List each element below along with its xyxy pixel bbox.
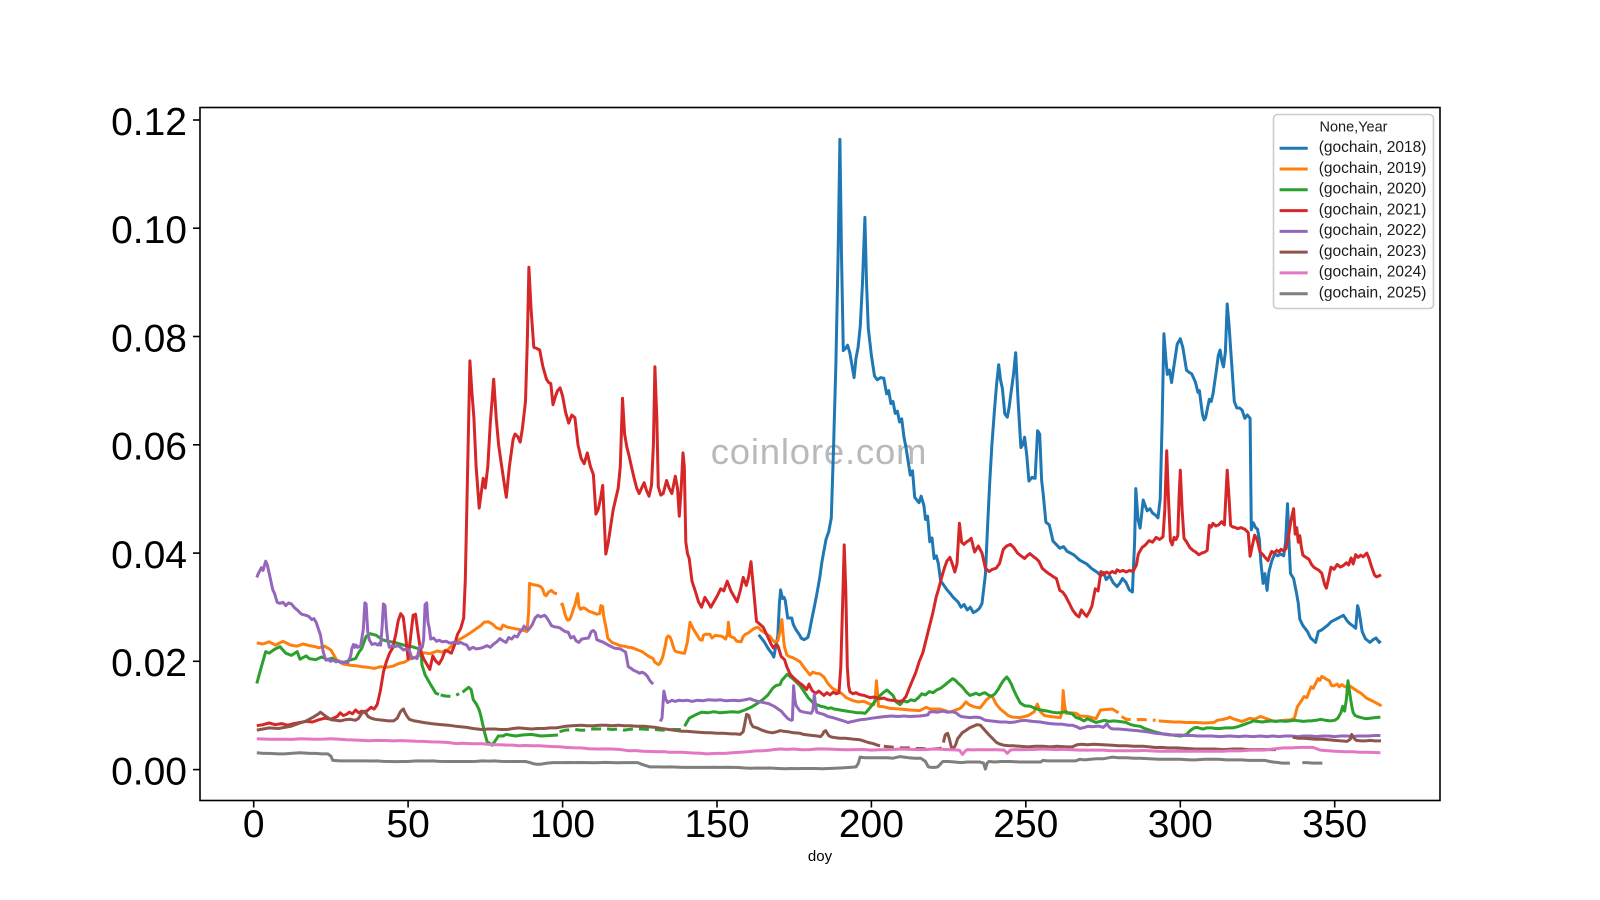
svg-text:250: 250: [993, 803, 1058, 846]
svg-text:None,Year: None,Year: [1320, 120, 1388, 136]
svg-text:0.10: 0.10: [111, 209, 187, 252]
svg-text:(gochain, 2019): (gochain, 2019): [1319, 160, 1427, 177]
svg-text:(gochain, 2022): (gochain, 2022): [1319, 222, 1427, 239]
svg-text:doy: doy: [808, 848, 833, 865]
svg-text:(gochain, 2018): (gochain, 2018): [1319, 139, 1427, 156]
svg-text:(gochain, 2023): (gochain, 2023): [1319, 243, 1427, 260]
svg-text:100: 100: [530, 803, 595, 846]
svg-text:200: 200: [839, 803, 904, 846]
svg-text:0.02: 0.02: [111, 642, 187, 685]
svg-text:(gochain, 2025): (gochain, 2025): [1319, 285, 1427, 302]
svg-text:0: 0: [243, 803, 265, 846]
svg-text:150: 150: [684, 803, 749, 846]
svg-text:0.04: 0.04: [111, 534, 187, 577]
svg-text:0.12: 0.12: [111, 101, 187, 144]
svg-text:(gochain, 2020): (gochain, 2020): [1319, 181, 1427, 198]
svg-text:50: 50: [386, 803, 429, 846]
svg-text:(gochain, 2021): (gochain, 2021): [1319, 201, 1427, 218]
svg-text:0.00: 0.00: [111, 750, 187, 793]
svg-text:0.08: 0.08: [111, 317, 187, 360]
svg-text:300: 300: [1148, 803, 1213, 846]
svg-text:coinlore.com: coinlore.com: [711, 431, 928, 472]
svg-text:0.06: 0.06: [111, 426, 187, 469]
svg-text:(gochain, 2024): (gochain, 2024): [1319, 264, 1427, 281]
svg-text:350: 350: [1302, 803, 1367, 846]
